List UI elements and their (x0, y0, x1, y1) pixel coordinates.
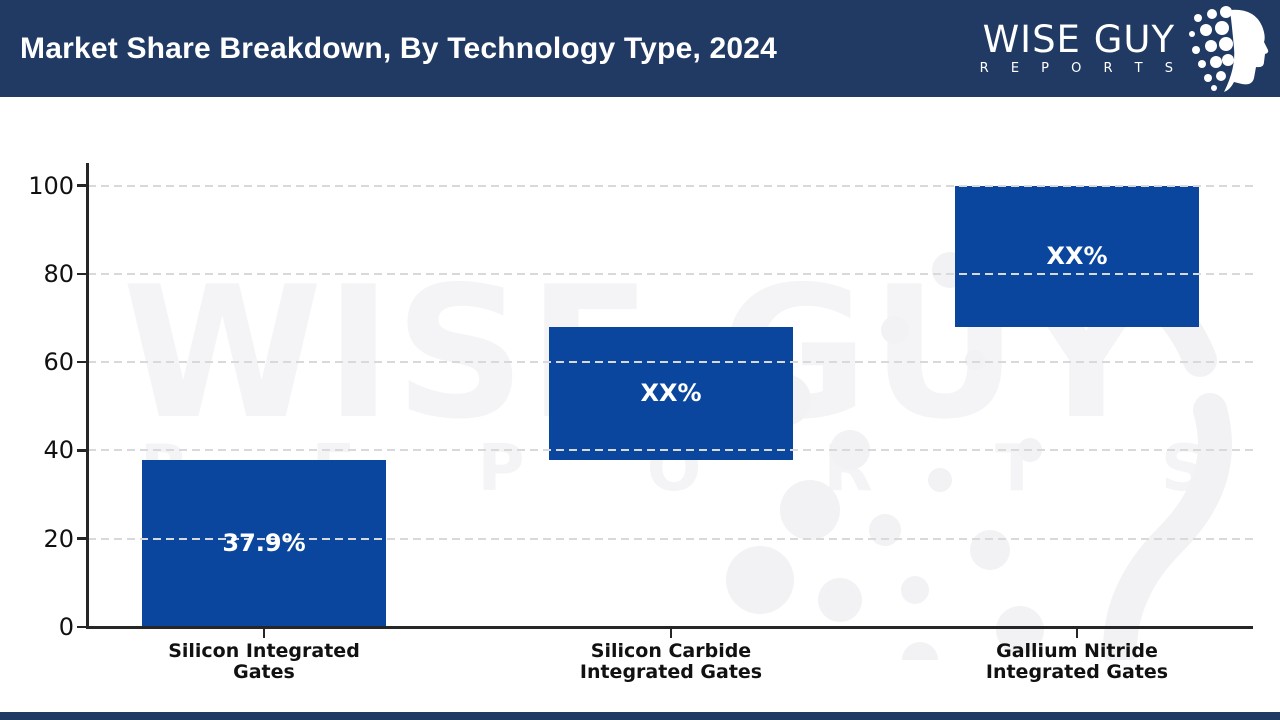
brand-logo-text: WISE GUY R E P O R T S (976, 21, 1182, 76)
bar-value-label-3: XX% (1046, 242, 1108, 271)
y-tick-label-40: 40 (43, 436, 74, 465)
page-title: Market Share Breakdown, By Technology Ty… (20, 31, 778, 65)
header-bar: Market Share Breakdown, By Technology Ty… (0, 0, 1280, 97)
gridline-60 (88, 361, 1253, 364)
x-category-label-3: Gallium Nitride Integrated Gates (985, 640, 1169, 683)
brand-logo-wiseguy: WISE GUY (982, 18, 1176, 61)
x-tick-1 (262, 628, 266, 638)
y-tick-label-0: 0 (58, 613, 74, 641)
x-tick-2 (669, 628, 673, 638)
gridline-80 (88, 272, 1253, 275)
x-tick-3 (1075, 628, 1079, 638)
y-tick-40 (77, 449, 86, 452)
y-tick-label-60: 60 (43, 348, 74, 377)
y-tick-80 (77, 272, 86, 276)
gridline-100 (88, 184, 1253, 187)
gridline-20 (88, 537, 1253, 540)
y-tick-60 (77, 360, 86, 364)
brand-head-icon (1189, 5, 1269, 92)
y-tick-20 (77, 537, 86, 540)
bar-1 (142, 459, 386, 627)
footer-bar (0, 712, 1280, 720)
x-category-label-1: Silicon Integrated Gates (168, 640, 360, 683)
y-tick-label-80: 80 (43, 259, 74, 288)
brand-logo: WISE GUY R E P O R T S (976, 4, 1280, 94)
y-tick-0 (77, 625, 86, 629)
bar-value-label-1: 37.9% (222, 529, 306, 558)
x-category-label-2: Silicon Carbide Integrated Gates (579, 640, 763, 683)
x-axis-line (86, 626, 1253, 629)
y-tick-label-20: 20 (43, 524, 74, 553)
gridline-40 (88, 449, 1253, 452)
brand-logo-reports: R E P O R T S (979, 61, 1182, 76)
bar-2 (549, 326, 793, 460)
y-tick-100 (77, 184, 86, 187)
bar-value-label-2: XX% (640, 379, 702, 408)
y-axis-line (86, 163, 89, 629)
y-tick-label-100: 100 (28, 171, 74, 200)
